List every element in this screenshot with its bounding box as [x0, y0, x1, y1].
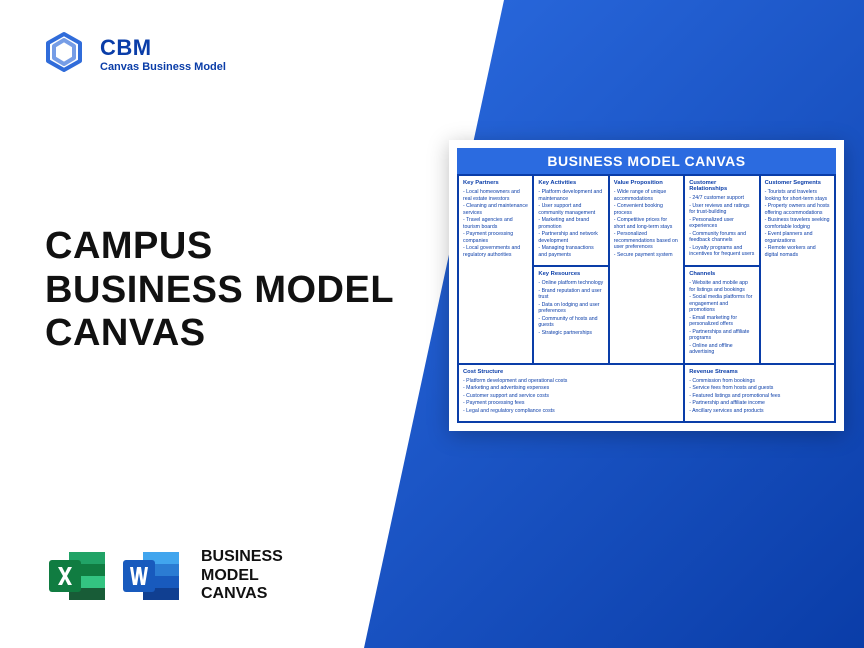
list-item: Email marketing for personalized offers — [689, 315, 754, 328]
list-item: Travel agencies and tourism boards — [463, 217, 528, 230]
list-item: Remote workers and digital nomads — [765, 245, 830, 258]
list-item: Cleaning and maintenance services — [463, 203, 528, 216]
page-title: CAMPUS BUSINESS MODEL CANVAS — [45, 225, 394, 356]
list-item: Commission from bookings — [689, 378, 830, 385]
title-line-1: CAMPUS — [45, 225, 394, 269]
cell-key-partners: Key Partners Local homeowners and real e… — [458, 175, 533, 364]
canvas-title: BUSINESS MODEL CANVAS — [457, 148, 836, 174]
list-item: Online platform technology — [538, 280, 603, 287]
cell-revenue-streams: Revenue Streams Commission from bookings… — [684, 364, 835, 423]
list-item: User support and community management — [538, 203, 603, 216]
list-item: Personalized user experiences — [689, 217, 754, 230]
excel-icon — [45, 544, 109, 608]
list-item: Payment processing fees — [463, 400, 679, 407]
list-item: Strategic partnerships — [538, 330, 603, 337]
list-item: Property owners and hosts offering accom… — [765, 203, 830, 216]
list-item: Brand reputation and user trust — [538, 288, 603, 301]
title-line-3: CANVAS — [45, 312, 394, 356]
list-item: Partnership and affiliate income — [689, 400, 830, 407]
list-item: Business travelers seeking comfortable l… — [765, 217, 830, 230]
list-item: Local governments and regulatory authori… — [463, 245, 528, 258]
list-item: Marketing and advertising expenses — [463, 385, 679, 392]
hex-logo-icon — [40, 30, 88, 78]
word-icon — [119, 544, 183, 608]
cell-customer-segments: Customer Segments Tourists and travelers… — [760, 175, 835, 364]
canvas-grid: Key Partners Local homeowners and real e… — [457, 174, 836, 423]
list-item: Website and mobile app for listings and … — [689, 280, 754, 293]
apps-label: BUSINESS MODEL CANVAS — [201, 548, 283, 603]
cell-customer-relationships: Customer Relationships 24/7 customer sup… — [684, 175, 759, 266]
list-item: Featured listings and promotional fees — [689, 393, 830, 400]
list-item: Community of hosts and guests — [538, 316, 603, 329]
list-item: Online and offline advertising — [689, 343, 754, 356]
list-item: Customer support and service costs — [463, 393, 679, 400]
list-item: Community forums and feedback channels — [689, 231, 754, 244]
list-item: Event planners and organizations — [765, 231, 830, 244]
list-item: Payment processing companies — [463, 231, 528, 244]
cell-cost-structure: Cost Structure Platform development and … — [458, 364, 684, 423]
cell-value-proposition: Value Proposition Wide range of unique a… — [609, 175, 684, 364]
list-item: Platform development and operational cos… — [463, 378, 679, 385]
list-item: Partnerships and affiliate programs — [689, 329, 754, 342]
cell-channels: Channels Website and mobile app for list… — [684, 266, 759, 364]
list-item: Marketing and brand promotion — [538, 217, 603, 230]
list-item: User reviews and ratings for trust-build… — [689, 203, 754, 216]
list-item: Partnership and network development — [538, 231, 603, 244]
list-item: Tourists and travelers looking for short… — [765, 189, 830, 202]
list-item: Managing transactions and payments — [538, 245, 603, 258]
list-item: Legal and regulatory compliance costs — [463, 408, 679, 415]
title-line-2: BUSINESS MODEL — [45, 269, 394, 313]
cell-key-activities: Key Activities Platform development and … — [533, 175, 608, 266]
list-item: Social media platforms for engagement an… — [689, 294, 754, 314]
canvas-card: BUSINESS MODEL CANVAS Key Partners Local… — [449, 140, 844, 431]
list-item: Convenient booking process — [614, 203, 679, 216]
list-item: Secure payment system — [614, 252, 679, 259]
brand-abbr: CBM — [100, 35, 226, 61]
cell-key-resources: Key Resources Online platform technology… — [533, 266, 608, 364]
list-item: Service fees from hosts and guests — [689, 385, 830, 392]
list-item: Platform development and maintenance — [538, 189, 603, 202]
list-item: Loyalty programs and incentives for freq… — [689, 245, 754, 258]
list-item: Local homeowners and real estate investo… — [463, 189, 528, 202]
list-item: Ancillary services and products — [689, 408, 830, 415]
list-item: Wide range of unique accommodations — [614, 189, 679, 202]
list-item: Personalized recommendations based on us… — [614, 231, 679, 251]
brand-logo: CBM Canvas Business Model — [40, 30, 226, 78]
apps-block: BUSINESS MODEL CANVAS — [45, 544, 283, 608]
list-item: 24/7 customer support — [689, 195, 754, 202]
list-item: Data on lodging and user preferences — [538, 302, 603, 315]
brand-name: Canvas Business Model — [100, 61, 226, 73]
list-item: Competitive prices for short and long-te… — [614, 217, 679, 230]
